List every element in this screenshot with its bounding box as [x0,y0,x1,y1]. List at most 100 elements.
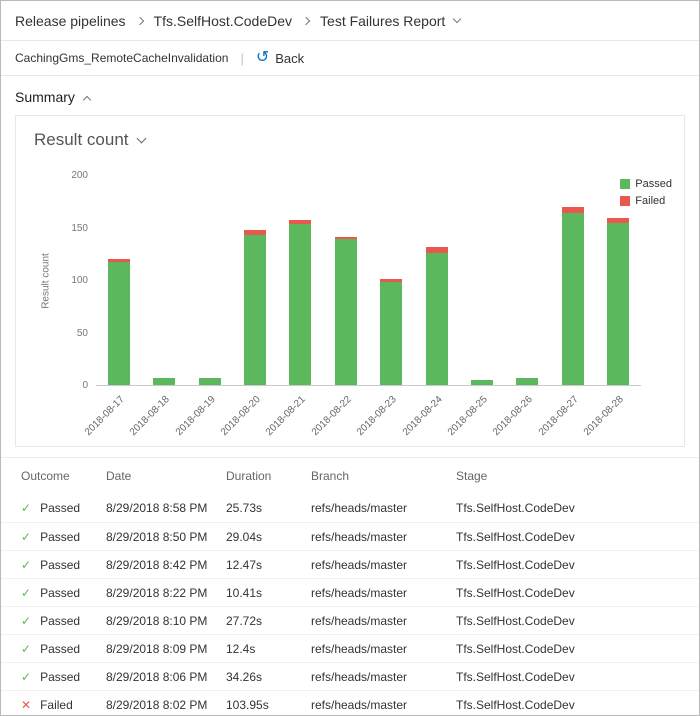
x-axis-label: 2018-08-21 [264,394,309,438]
check-icon: ✓ [21,641,32,656]
bar-2018-08-20[interactable] [243,229,266,385]
test-results-table: Outcome Date Duration Branch Stage ✓ Passed 8/… [1,457,699,715]
table-row[interactable]: ✓ Passed 8/29/2018 8:06 PM 34.26s refs/heads… [1,662,699,690]
stage-cell: Tfs.SelfHost.CodeDev [456,669,575,684]
legend-swatch-icon [620,179,631,189]
column-header-duration[interactable]: Duration [226,469,272,483]
chart-card: Result count Result count 0 50 100 150 200 20… [15,115,685,447]
x-axis-label: 2018-08-18 [127,394,172,438]
bar-segment-passed[interactable] [380,282,403,385]
branch-cell: refs/heads/master [311,585,408,600]
outcome-label: Passed [40,557,81,572]
bar-segment-passed[interactable] [425,252,448,385]
bar-segment-failed[interactable] [289,220,312,225]
breadcrumb-item-pipeline[interactable]: Tfs.SelfHost.CodeDev [153,12,293,29]
bar-segment-failed[interactable] [561,206,584,213]
y-axis-tick: 0 [82,380,88,391]
breadcrumb-item-release-pipelines[interactable]: Release pipelines [15,12,126,29]
table-row[interactable]: ✓ Passed 8/29/2018 8:09 PM 12.4s refs/heads/… [1,634,699,662]
bar-segment-passed[interactable] [607,223,630,385]
bar-2018-08-19[interactable] [198,377,221,385]
summary-section-header[interactable]: Summary [1,76,699,115]
bar-segment-passed[interactable] [516,377,539,385]
duration-cell: 34.26s [226,669,263,684]
bar-2018-08-28[interactable] [607,218,630,385]
bar-2018-08-24[interactable] [425,247,448,385]
bar-segment-passed[interactable] [107,262,130,385]
chart-metric-label: Result count [34,130,129,149]
duration-cell: 103.95s [226,697,269,712]
y-axis-tick: 150 [71,222,88,234]
bar-segment-failed[interactable] [334,236,357,240]
stage-cell: Tfs.SelfHost.CodeDev [456,501,575,515]
back-icon: ↺ [255,49,270,66]
bar-2018-08-23[interactable] [380,278,403,385]
table-row[interactable]: ✓ Passed 8/29/2018 8:42 PM 12.47s refs/heads… [1,550,699,578]
outcome-cell: ✓ Passed [21,501,106,515]
column-header-stage[interactable]: Stage [456,469,488,483]
stage-cell: Tfs.SelfHost.CodeDev [456,529,575,544]
bar-2018-08-26[interactable] [516,377,539,385]
legend-label: Failed [635,195,666,207]
bar-2018-08-18[interactable] [153,377,176,385]
column-header-date[interactable]: Date [106,469,132,483]
outcome-label: Failed [40,697,73,712]
date-cell: 8/29/2018 8:58 PM [106,501,208,515]
date-cell: 8/29/2018 8:06 PM [106,669,208,684]
x-axis-label: 2018-08-23 [355,394,399,438]
date-cell: 8/29/2018 8:22 PM [106,585,208,600]
outcome-cell: ✕ Failed [21,698,106,712]
check-icon: ✓ [21,557,32,572]
bar-2018-08-17[interactable] [107,259,130,385]
bar-segment-failed[interactable] [107,259,130,263]
legend-swatch-icon [620,196,631,206]
table-header: Outcome Date Duration Branch Stage [1,457,699,494]
bar-segment-passed[interactable] [243,234,266,385]
breadcrumb-item-test-failures-report[interactable]: Test Failures Report [320,12,446,29]
check-icon: ✓ [21,585,32,600]
bar-segment-passed[interactable] [561,212,584,385]
column-header-outcome[interactable]: Outcome [21,469,70,483]
subheader: CachingGms_RemoteCacheInvalidation | ↺ B… [1,41,699,76]
chart-legend: Passed Failed [620,178,672,212]
outcome-label: Passed [40,501,81,515]
back-label: Back [275,50,305,66]
legend-label: Passed [635,178,672,190]
y-axis-tick: 200 [71,170,88,181]
table-row[interactable]: ✕ Failed 8/29/2018 8:02 PM 103.95s refs/head… [1,690,699,715]
bar-2018-08-21[interactable] [289,220,312,385]
bar-segment-failed[interactable] [607,218,630,224]
bar-segment-failed[interactable] [243,229,266,235]
column-header-branch[interactable]: Branch [311,469,350,483]
back-button[interactable]: ↺ Back [256,50,304,66]
bar-segment-passed[interactable] [289,224,312,385]
table-row[interactable]: ✓ Passed 8/29/2018 8:58 PM 25.73s refs/heads… [1,494,699,522]
chevron-down-icon[interactable] [453,14,462,23]
chevron-right-icon [301,16,311,25]
bar-segment-passed[interactable] [471,379,494,385]
table-row[interactable]: ✓ Passed 8/29/2018 8:22 PM 10.41s refs/heads… [1,578,699,606]
check-icon: ✓ [21,613,32,628]
duration-cell: 12.4s [226,641,256,656]
bar-2018-08-27[interactable] [561,206,584,385]
x-axis-label: 2018-08-27 [536,394,581,438]
duration-cell: 25.73s [226,501,263,515]
bar-2018-08-25[interactable] [471,379,494,385]
x-axis-label: 2018-08-19 [173,394,218,438]
chevron-right-icon [135,16,144,25]
table-row[interactable]: ✓ Passed 8/29/2018 8:50 PM 29.04s refs/heads… [1,522,699,550]
bar-segment-failed[interactable] [380,278,403,283]
x-axis-label: 2018-08-28 [582,394,627,438]
bar-segment-failed[interactable] [425,247,448,253]
chart-metric-dropdown[interactable]: Result count [34,130,674,150]
bar-segment-passed[interactable] [153,377,176,385]
bar-2018-08-22[interactable] [334,236,357,385]
legend-item-passed: Passed [620,178,672,190]
duration-cell: 12.47s [226,557,263,572]
bar-segment-passed[interactable] [198,377,221,385]
duration-cell: 27.72s [226,613,263,628]
table-row[interactable]: ✓ Passed 8/29/2018 8:10 PM 27.72s refs/heads… [1,606,699,634]
bar-segment-passed[interactable] [334,239,357,385]
outcome-cell: ✓ Passed [21,642,106,656]
